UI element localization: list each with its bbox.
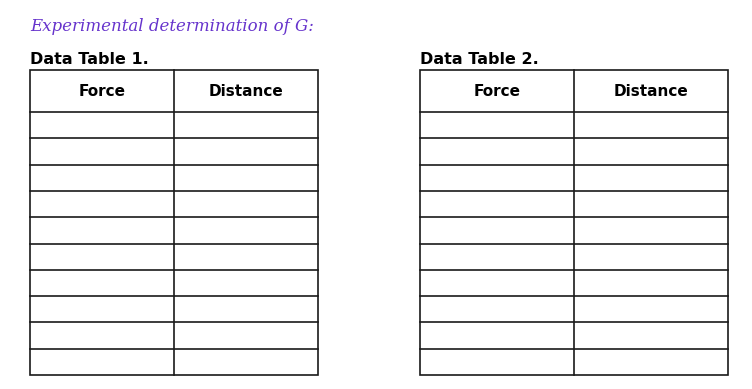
Text: Data Table 1.: Data Table 1. [30,52,149,67]
Text: Force: Force [78,84,126,98]
Bar [30,70,318,375]
Bar [420,70,728,375]
Text: Experimental determination of G:: Experimental determination of G: [30,18,314,35]
Text: Data Table 2.: Data Table 2. [420,52,538,67]
Text: Force: Force [474,84,520,98]
Text: Distance: Distance [614,84,688,98]
Text: Distance: Distance [208,84,284,98]
